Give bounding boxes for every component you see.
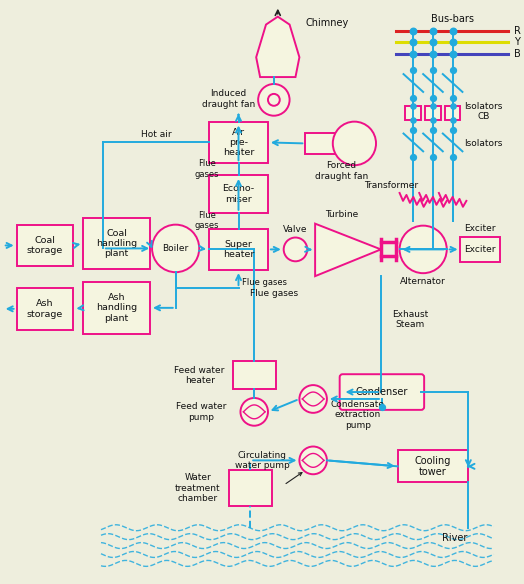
Text: Super
heater: Super heater: [223, 239, 254, 259]
Bar: [233, 361, 276, 389]
Bar: [83, 218, 150, 269]
Bar: [425, 106, 441, 120]
Text: Flue
gases: Flue gases: [194, 211, 219, 230]
Text: Transformer: Transformer: [364, 180, 418, 190]
Text: Econo-
miser: Econo- miser: [223, 184, 255, 204]
Text: Condensate
extraction
pump: Condensate extraction pump: [331, 400, 385, 430]
Text: Flue
gases: Flue gases: [194, 159, 219, 179]
Circle shape: [400, 225, 447, 273]
Point: [429, 38, 437, 47]
Point: [429, 115, 437, 124]
Point: [449, 115, 457, 124]
FancyBboxPatch shape: [340, 374, 424, 410]
Bar: [305, 133, 337, 154]
Point: [449, 26, 457, 35]
Point: [429, 26, 437, 35]
Point: [429, 101, 437, 110]
Polygon shape: [256, 17, 299, 77]
Text: Hot air: Hot air: [140, 130, 171, 139]
Point: [409, 65, 418, 75]
Point: [409, 26, 418, 35]
Text: Flue gases: Flue gases: [250, 290, 298, 298]
Text: Isolators
CB: Isolators CB: [464, 102, 503, 121]
Circle shape: [299, 447, 327, 474]
Point: [378, 402, 386, 412]
Text: Ash
storage: Ash storage: [27, 299, 63, 318]
Text: Induced
draught fan: Induced draught fan: [202, 89, 255, 109]
Circle shape: [333, 121, 376, 165]
Circle shape: [299, 385, 327, 413]
Point: [409, 38, 418, 47]
Text: Coal
handling
plant: Coal handling plant: [96, 228, 137, 258]
Text: Exhaust
Steam: Exhaust Steam: [392, 310, 428, 329]
Text: River: River: [442, 533, 467, 543]
Circle shape: [241, 398, 268, 426]
Point: [409, 115, 418, 124]
Text: Feed water
pump: Feed water pump: [177, 402, 227, 422]
Bar: [83, 282, 150, 333]
Text: Exciter: Exciter: [464, 224, 496, 233]
Text: Flue gases: Flue gases: [243, 277, 288, 287]
Text: Bus-bars: Bus-bars: [431, 13, 474, 23]
Bar: [461, 237, 500, 262]
Text: Isolators: Isolators: [464, 139, 503, 148]
Circle shape: [152, 225, 199, 272]
Text: Y: Y: [514, 37, 519, 47]
Point: [449, 93, 457, 103]
Point: [409, 152, 418, 162]
Text: Turbine: Turbine: [325, 210, 358, 219]
Text: Boiler: Boiler: [162, 244, 189, 253]
Bar: [209, 175, 268, 213]
Point: [449, 50, 457, 59]
Text: Air
pre-
heater: Air pre- heater: [223, 127, 254, 157]
Point: [449, 125, 457, 134]
Point: [429, 65, 437, 75]
Point: [409, 50, 418, 59]
Text: Circulating
water pump: Circulating water pump: [235, 451, 289, 470]
Text: B: B: [514, 49, 520, 60]
Bar: [209, 228, 268, 270]
Circle shape: [258, 84, 290, 116]
Text: Exciter: Exciter: [464, 245, 496, 254]
Point: [429, 125, 437, 134]
Bar: [209, 121, 268, 164]
Text: Alternator: Alternator: [400, 277, 446, 286]
Point: [429, 50, 437, 59]
Circle shape: [268, 94, 280, 106]
Point: [449, 152, 457, 162]
Text: Valve: Valve: [283, 225, 308, 234]
Point: [409, 101, 418, 110]
Text: Ash
handling
plant: Ash handling plant: [96, 293, 137, 323]
Bar: [398, 450, 468, 482]
Point: [429, 93, 437, 103]
Bar: [17, 288, 73, 329]
Point: [429, 152, 437, 162]
Bar: [406, 106, 421, 120]
Circle shape: [283, 238, 307, 261]
Point: [449, 38, 457, 47]
Text: Water
treatment
chamber: Water treatment chamber: [175, 473, 221, 503]
Text: Chimney: Chimney: [305, 18, 348, 27]
Polygon shape: [315, 224, 381, 276]
Text: Forced
draught fan: Forced draught fan: [315, 161, 368, 181]
Text: Cooling
tower: Cooling tower: [415, 456, 451, 477]
Bar: [17, 225, 73, 266]
Text: R: R: [514, 26, 520, 36]
Point: [449, 65, 457, 75]
Text: Condenser: Condenser: [356, 387, 408, 397]
Point: [409, 125, 418, 134]
Point: [449, 101, 457, 110]
Text: Feed water
heater: Feed water heater: [174, 366, 225, 385]
Bar: [445, 106, 461, 120]
Bar: [228, 470, 272, 506]
Text: Coal
storage: Coal storage: [27, 236, 63, 255]
Point: [409, 93, 418, 103]
